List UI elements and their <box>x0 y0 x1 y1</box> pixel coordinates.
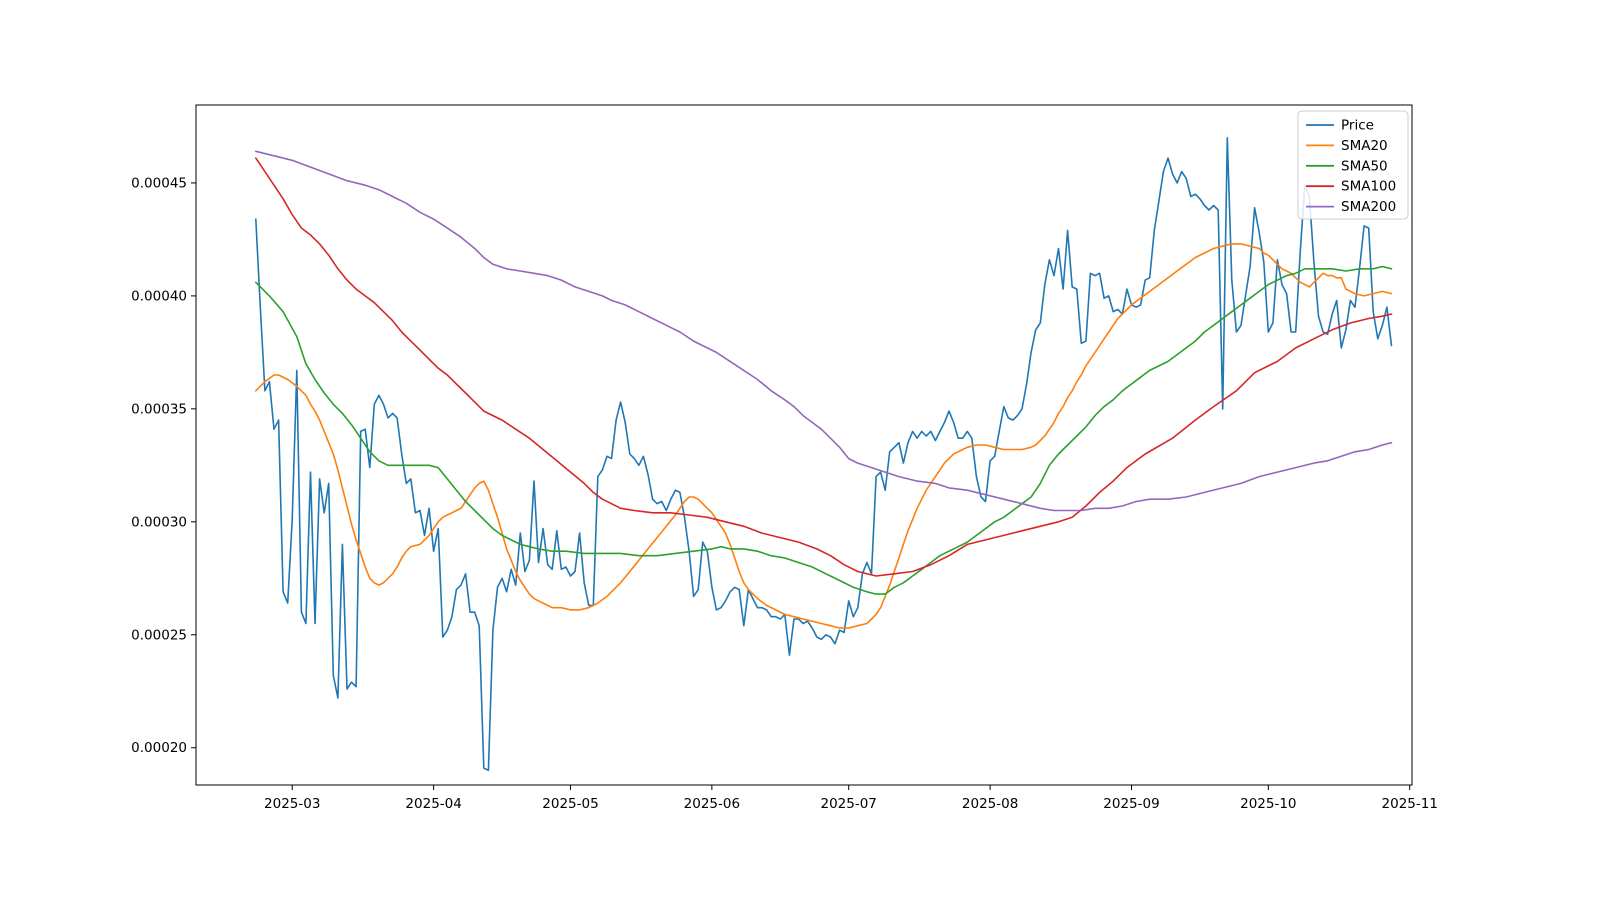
series-sma200 <box>255 150 1393 512</box>
legend-label-sma100: SMA100 <box>1341 179 1396 195</box>
tick-label: 2025-06 <box>684 796 740 812</box>
tick-label: 2025-11 <box>1382 796 1438 812</box>
tick-label: 2025-07 <box>820 796 876 812</box>
x-axis: 2025-03 2025-04 2025-05 2025-06 2025-07 2025-… <box>264 785 1438 812</box>
legend: Price SMA20 SMA50 SMA100 SMA200 <box>1297 110 1409 220</box>
legend-box <box>1297 110 1409 220</box>
tick-label: 0.00035 <box>131 401 187 417</box>
tick-label: 2025-05 <box>542 796 598 812</box>
tick-label: 2025-10 <box>1240 796 1296 812</box>
tick-label: 2025-03 <box>264 796 320 812</box>
tick-label: 0.00020 <box>131 740 187 756</box>
tick-label: 2025-09 <box>1103 796 1159 812</box>
series-sma50 <box>255 265 1393 595</box>
legend-label-sma50: SMA50 <box>1341 158 1388 174</box>
legend-label-sma200: SMA200 <box>1341 199 1396 215</box>
tick-label: 0.00025 <box>131 627 187 643</box>
tick-label: 0.00045 <box>131 175 187 191</box>
legend-label-sma20: SMA20 <box>1341 138 1388 154</box>
tick-label: 2025-04 <box>405 796 461 812</box>
series-price <box>255 137 1393 772</box>
y-axis: 0.00020 0.00025 0.00030 0.00035 0.00040 0.000… <box>131 175 196 756</box>
series-sma20 <box>255 243 1393 629</box>
plot-frame <box>195 104 1413 786</box>
tick-label: 2025-08 <box>962 796 1018 812</box>
series-sma100 <box>255 157 1393 577</box>
legend-label-price: Price <box>1341 118 1374 134</box>
tick-label: 0.00040 <box>131 288 187 304</box>
tick-label: 0.00030 <box>131 514 187 530</box>
